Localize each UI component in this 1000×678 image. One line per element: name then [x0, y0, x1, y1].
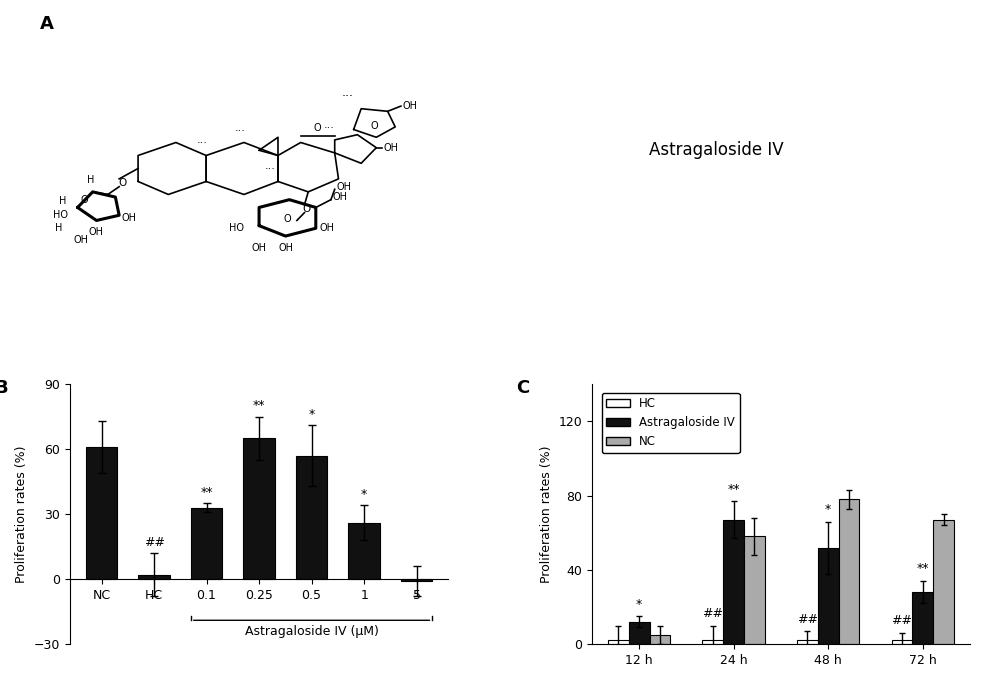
- Text: O: O: [81, 195, 88, 205]
- Bar: [296, 456, 327, 579]
- Text: OH: OH: [403, 101, 418, 111]
- Bar: [744, 536, 765, 644]
- Text: ···: ···: [342, 90, 354, 104]
- Text: Astragaloside IV (μM): Astragaloside IV (μM): [245, 624, 379, 637]
- Text: H: H: [87, 176, 94, 185]
- Text: *: *: [636, 598, 642, 611]
- Text: **: **: [727, 483, 740, 496]
- Text: HO: HO: [229, 223, 244, 233]
- Text: O: O: [284, 214, 291, 224]
- Bar: [892, 641, 912, 644]
- Text: B: B: [0, 379, 8, 397]
- Text: ···: ···: [197, 138, 208, 148]
- Text: ##: ##: [144, 536, 165, 549]
- Text: ···: ···: [265, 163, 276, 174]
- Bar: [818, 548, 839, 644]
- Bar: [839, 499, 859, 644]
- Text: HO: HO: [53, 210, 68, 220]
- Text: C: C: [516, 379, 529, 397]
- Bar: [933, 520, 954, 644]
- Text: ···: ···: [235, 126, 246, 136]
- Bar: [348, 523, 380, 579]
- Text: OH: OH: [384, 142, 399, 153]
- Text: O: O: [314, 123, 322, 134]
- Bar: [138, 575, 170, 579]
- Bar: [243, 439, 275, 579]
- Bar: [650, 635, 670, 644]
- Text: OH: OH: [278, 243, 293, 252]
- Text: *: *: [361, 488, 367, 501]
- Y-axis label: Proliferation rates (%): Proliferation rates (%): [15, 445, 28, 583]
- Bar: [797, 641, 818, 644]
- Y-axis label: Proliferation rates (%): Proliferation rates (%): [540, 445, 553, 583]
- Text: OH: OH: [121, 213, 136, 223]
- Text: ##: ##: [891, 614, 912, 627]
- Bar: [86, 447, 117, 579]
- Bar: [191, 508, 222, 579]
- Text: ##: ##: [702, 607, 723, 620]
- Text: *: *: [825, 503, 831, 516]
- Text: O: O: [302, 204, 310, 214]
- Text: OH: OH: [333, 192, 348, 202]
- Text: **: **: [253, 399, 265, 412]
- Bar: [629, 622, 650, 644]
- Text: **: **: [916, 563, 929, 576]
- Text: OH: OH: [89, 227, 104, 237]
- Bar: [608, 641, 629, 644]
- Text: OH: OH: [252, 243, 267, 252]
- Text: OH: OH: [337, 182, 352, 192]
- Bar: [912, 592, 933, 644]
- Bar: [723, 520, 744, 644]
- Text: Astragaloside IV: Astragaloside IV: [649, 141, 783, 159]
- Text: ···: ···: [324, 123, 334, 134]
- Text: OH: OH: [320, 223, 335, 233]
- Text: **: **: [200, 486, 213, 499]
- Text: ##: ##: [797, 612, 818, 626]
- Bar: [401, 579, 432, 581]
- Text: *: *: [308, 408, 315, 421]
- Legend: HC, Astragaloside IV, NC: HC, Astragaloside IV, NC: [602, 393, 740, 453]
- Text: H: H: [55, 223, 62, 233]
- Text: O: O: [371, 121, 378, 131]
- Text: OH: OH: [74, 235, 89, 245]
- Text: A: A: [40, 15, 54, 33]
- Text: O: O: [119, 178, 127, 188]
- Bar: [702, 641, 723, 644]
- Text: H: H: [59, 196, 66, 206]
